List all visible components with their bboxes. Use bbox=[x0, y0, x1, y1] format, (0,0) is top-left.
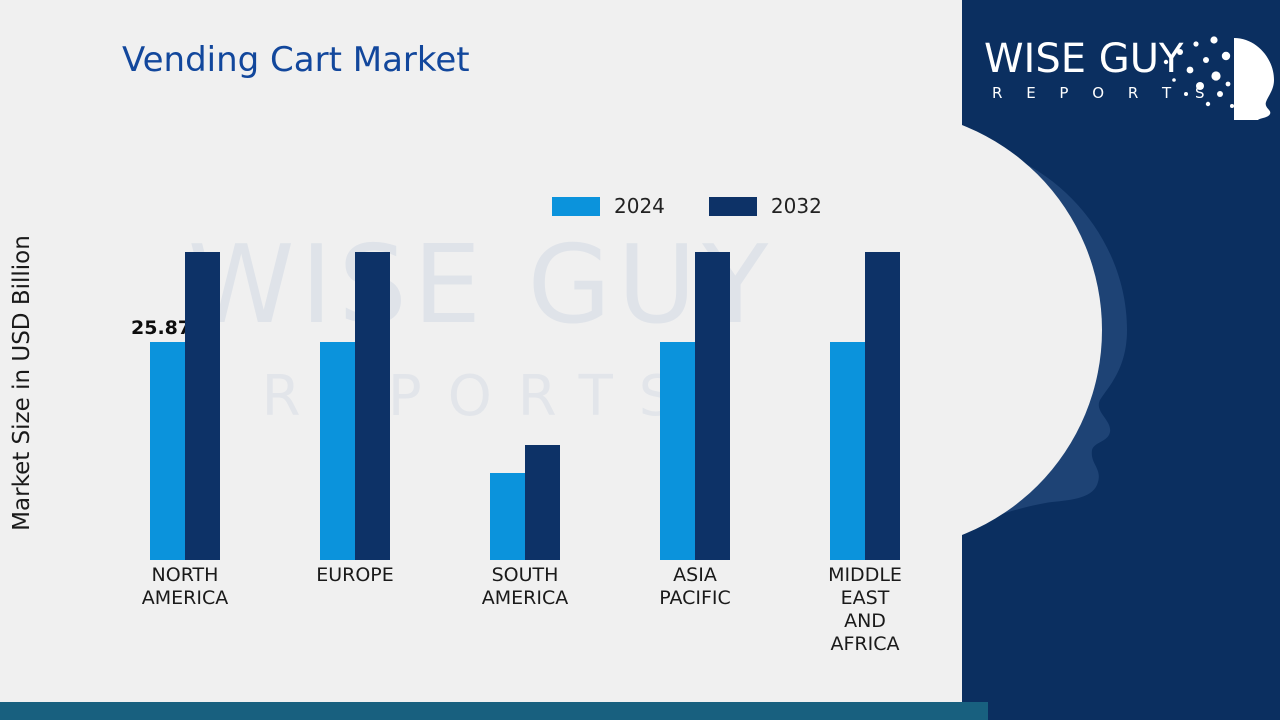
category-label-south-america: SOUTH AMERICA bbox=[430, 564, 620, 610]
category-label-line1: MIDDLE bbox=[828, 564, 902, 586]
category-label-line2: EAST bbox=[840, 587, 890, 609]
logo-sub-text: R E P O R T S bbox=[992, 84, 1214, 102]
bottom-accent-strip-right bbox=[962, 702, 988, 720]
bar-2024-north-america[interactable]: 25.87 bbox=[131, 317, 191, 560]
brand-panel: WISE GUY R E P O R T S bbox=[962, 0, 1280, 720]
bar-2032-north-america[interactable] bbox=[185, 252, 220, 560]
bar-2032-south-america[interactable] bbox=[525, 445, 560, 560]
bar-group-europe: EUROPE bbox=[316, 252, 394, 586]
category-label-line1: SOUTH bbox=[491, 564, 559, 586]
chart-legend: 2024 2032 bbox=[552, 194, 822, 218]
category-label-line3: AND bbox=[844, 610, 886, 632]
logo-main-text: WISE GUY bbox=[984, 36, 1184, 82]
legend-swatch-2032 bbox=[708, 196, 757, 216]
chart-panel: WISE GUY REPORTS Vending Cart Market 202… bbox=[0, 40, 962, 720]
bar-2024-asia-pacific[interactable] bbox=[660, 342, 695, 560]
page-title: Vending Cart Market bbox=[122, 40, 470, 80]
category-label-line1: ASIA bbox=[673, 564, 717, 586]
bar-group-south-america: SOUTH AMERICA bbox=[482, 252, 568, 609]
legend-label-2032: 2032 bbox=[770, 194, 822, 218]
brand-logo: WISE GUY R E P O R T S bbox=[984, 36, 1274, 120]
bar-group-north-america: 25.87 NORTH AMERICA bbox=[131, 252, 228, 609]
category-label-middle-east-and-africa: MIDDLE EAST AND AFRICA bbox=[770, 564, 960, 656]
category-label-line1: EUROPE bbox=[316, 564, 394, 586]
legend-item-2024[interactable]: 2024 bbox=[552, 194, 665, 218]
legend-label-2024: 2024 bbox=[614, 194, 665, 218]
category-label-asia-pacific: ASIA PACIFIC bbox=[600, 564, 790, 610]
bar-group-middle-east-and-africa: MIDDLE EAST AND AFRICA bbox=[828, 252, 902, 655]
category-label-line2: AMERICA bbox=[481, 587, 569, 609]
legend-item-2032[interactable]: 2032 bbox=[708, 194, 822, 218]
category-label-north-america: NORTH AMERICA bbox=[90, 564, 280, 610]
bar-2024-europe[interactable] bbox=[320, 342, 355, 560]
category-label-europe: EUROPE bbox=[260, 564, 450, 587]
bar-2024-middle-east-and-africa[interactable] bbox=[830, 342, 865, 560]
bar-group-asia-pacific: ASIA PACIFIC bbox=[659, 252, 731, 609]
bar-2024-south-america[interactable] bbox=[490, 473, 525, 560]
bar-2032-europe[interactable] bbox=[355, 252, 390, 560]
bottom-accent-strip bbox=[0, 702, 962, 720]
legend-swatch-2024 bbox=[552, 196, 600, 216]
category-label-line4: AFRICA bbox=[830, 633, 900, 655]
category-label-line2: PACIFIC bbox=[659, 587, 731, 609]
category-label-line2: AMERICA bbox=[141, 587, 229, 609]
bars-container: 25.87 NORTH AMERICA EUROPE bbox=[131, 252, 910, 655]
dotted-network-decoration bbox=[962, 110, 1102, 550]
bar-2032-asia-pacific[interactable] bbox=[695, 252, 730, 560]
category-label-line1: NORTH bbox=[151, 564, 219, 586]
bar-value-label-north-america-2024: 25.87 bbox=[131, 317, 192, 339]
logo-head-dots-icon bbox=[1163, 36, 1274, 120]
plot-area: Market Size in USD Billion 25.87 NORTH A… bbox=[9, 235, 910, 655]
y-axis-label: Market Size in USD Billion bbox=[9, 235, 35, 531]
bar-2032-middle-east-and-africa[interactable] bbox=[865, 252, 900, 560]
